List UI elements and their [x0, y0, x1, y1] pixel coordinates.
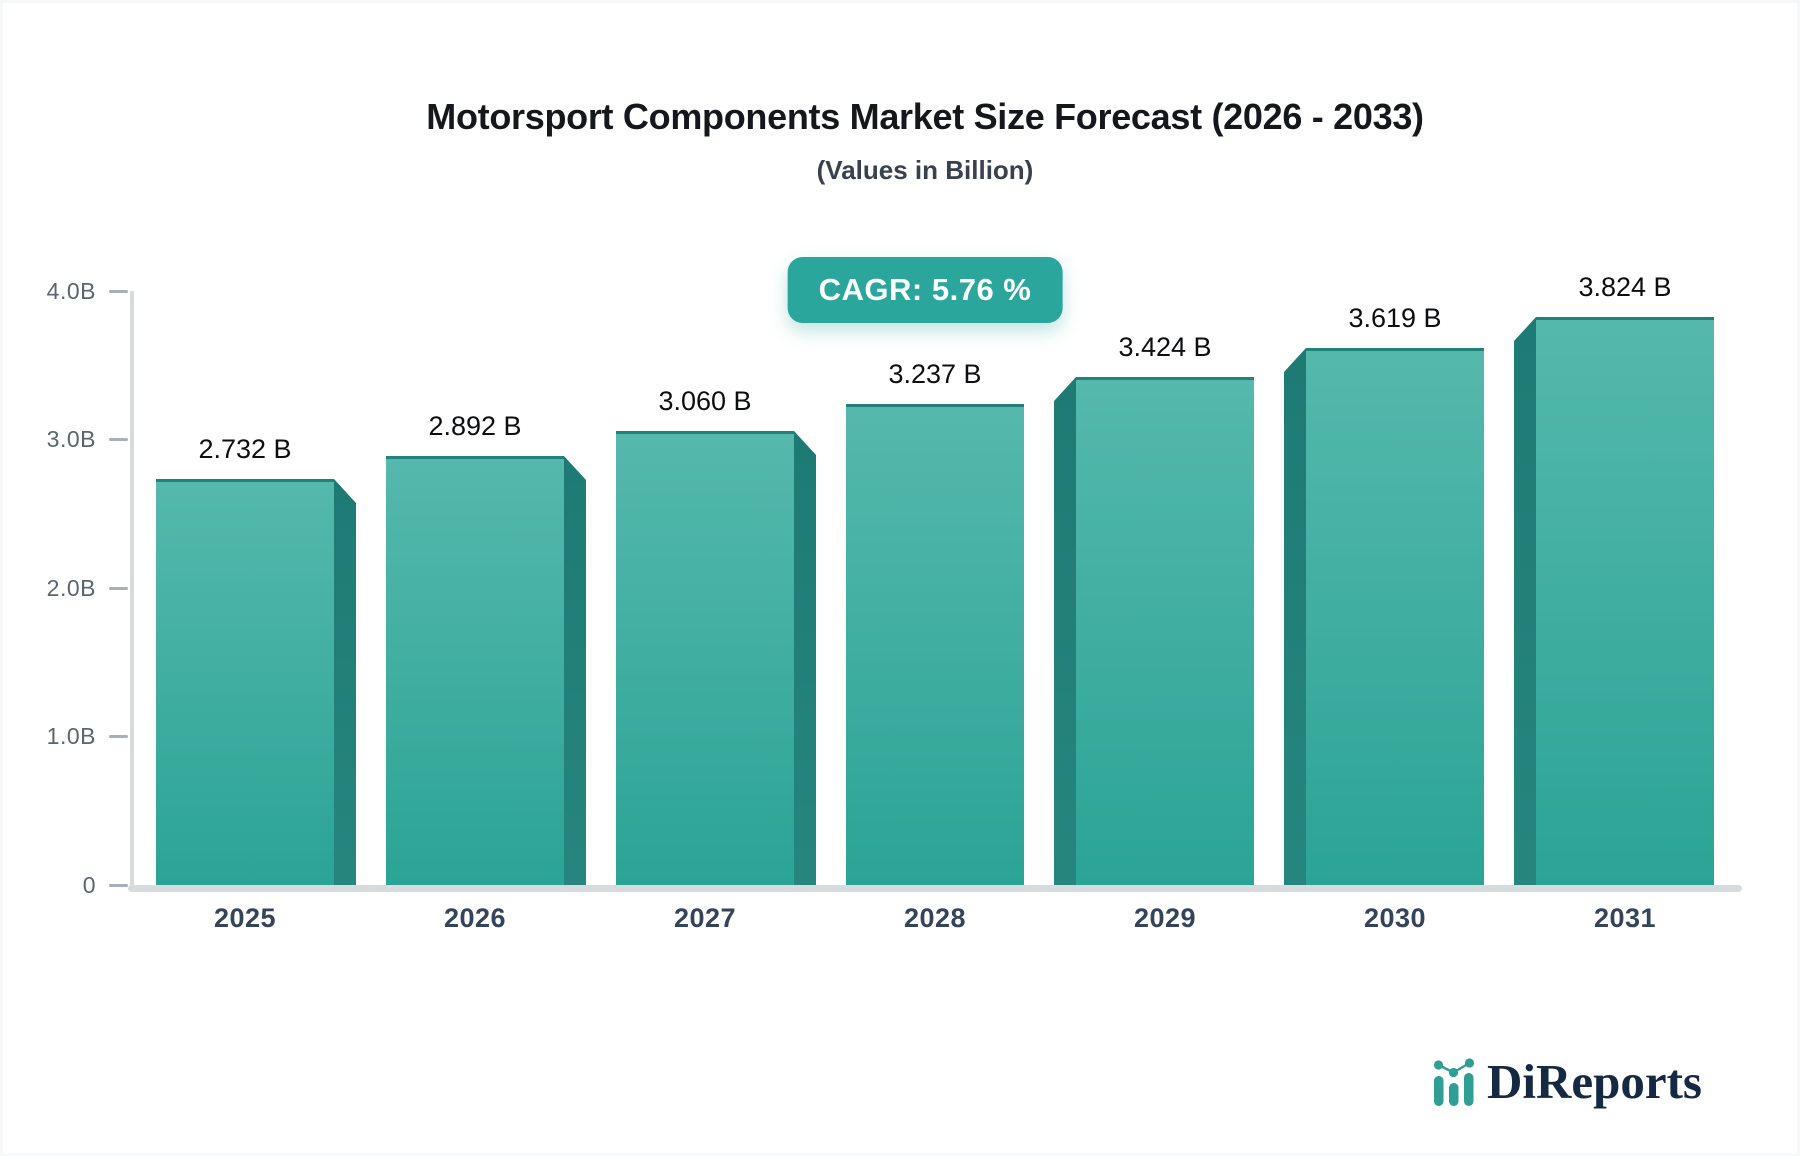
bar-value-label: 3.619 B — [1348, 303, 1442, 333]
cagr-badge: CAGR: 5.76 % — [787, 257, 1063, 323]
y-tick-mark — [109, 586, 128, 590]
bar-2029 — [1076, 377, 1254, 885]
y-tick-label: 2.0B — [46, 574, 96, 601]
bar-side-face — [1284, 348, 1306, 885]
bar-side-face — [1054, 377, 1076, 885]
bar-group-2025: 2.732 B 2025 — [130, 291, 360, 933]
y-tick-2.0B: 2.0B — [38, 572, 128, 604]
bar-value-label: 3.237 B — [888, 359, 982, 389]
bar-line-chart-icon — [1433, 1058, 1475, 1106]
x-axis-label: 2028 — [903, 903, 967, 933]
y-tick-mark — [109, 438, 128, 441]
y-tick-3.0B: 3.0B — [38, 424, 128, 456]
bar-group-2028: 3.237 B 2028 — [820, 291, 1050, 933]
bar-2028 — [846, 404, 1024, 885]
x-axis-label: 2026 — [443, 903, 507, 933]
x-axis-label: 2029 — [1133, 903, 1197, 933]
y-axis-line — [130, 291, 134, 885]
bar-group-2029: 3.424 B 2029 — [1050, 291, 1280, 933]
y-tick-label: 0 — [82, 871, 96, 898]
bar-2031 — [1536, 317, 1714, 885]
y-tick-mark — [109, 289, 128, 293]
chart-subtitle: (Values in Billion) — [816, 155, 1034, 185]
bar-side-face — [794, 431, 816, 885]
bar-2027 — [616, 431, 794, 885]
bar-value-label: 3.824 B — [1578, 272, 1672, 302]
x-axis-line — [128, 885, 1742, 892]
bar-value-label: 2.892 B — [428, 411, 522, 441]
plot-area: 2.732 B 2025 2.892 B 2026 3.060 B 2027 3.237 B… — [130, 272, 1740, 933]
bar-group-2027: 3.060 B 2027 — [590, 291, 820, 933]
x-axis-label: 2025 — [213, 903, 277, 933]
y-tick-label: 3.0B — [46, 426, 96, 452]
bar-2025 — [156, 479, 334, 885]
bar-side-face — [334, 479, 356, 885]
y-tick-mark — [109, 883, 128, 887]
bar-2030 — [1306, 348, 1484, 885]
chart-header: Motorsport Components Market Size Foreca… — [50, 96, 1800, 186]
x-axis-label: 2031 — [1593, 903, 1657, 933]
chart-title: Motorsport Components Market Size Foreca… — [426, 96, 1424, 137]
bar-side-face — [1514, 317, 1536, 885]
bar-value-label: 3.060 B — [658, 386, 752, 416]
y-tick-4.0B: 4.0B — [38, 275, 128, 307]
bar-group-2026: 2.892 B 2026 — [360, 291, 590, 933]
bar-2026 — [386, 456, 564, 885]
x-axis-label: 2030 — [1363, 903, 1427, 933]
bar-value-label: 3.424 B — [1118, 332, 1212, 362]
y-tick-1.0B: 1.0B — [38, 721, 128, 753]
y-tick-mark — [109, 735, 128, 738]
direports-logo: DiReports — [1432, 1058, 1702, 1106]
bar-group-2030: 3.619 B 2030 — [1280, 291, 1510, 933]
y-tick-label: 1.0B — [46, 723, 96, 749]
direports-logo-text: DiReports — [1486, 1054, 1702, 1110]
y-tick-label: 4.0B — [46, 277, 96, 304]
bar-value-label: 2.732 B — [198, 434, 292, 464]
bar-side-face — [564, 456, 586, 885]
x-axis-label: 2027 — [673, 903, 737, 933]
bar-group-2031: 3.824 B 2031 — [1510, 272, 1740, 933]
y-tick-0: 0 — [38, 869, 128, 901]
